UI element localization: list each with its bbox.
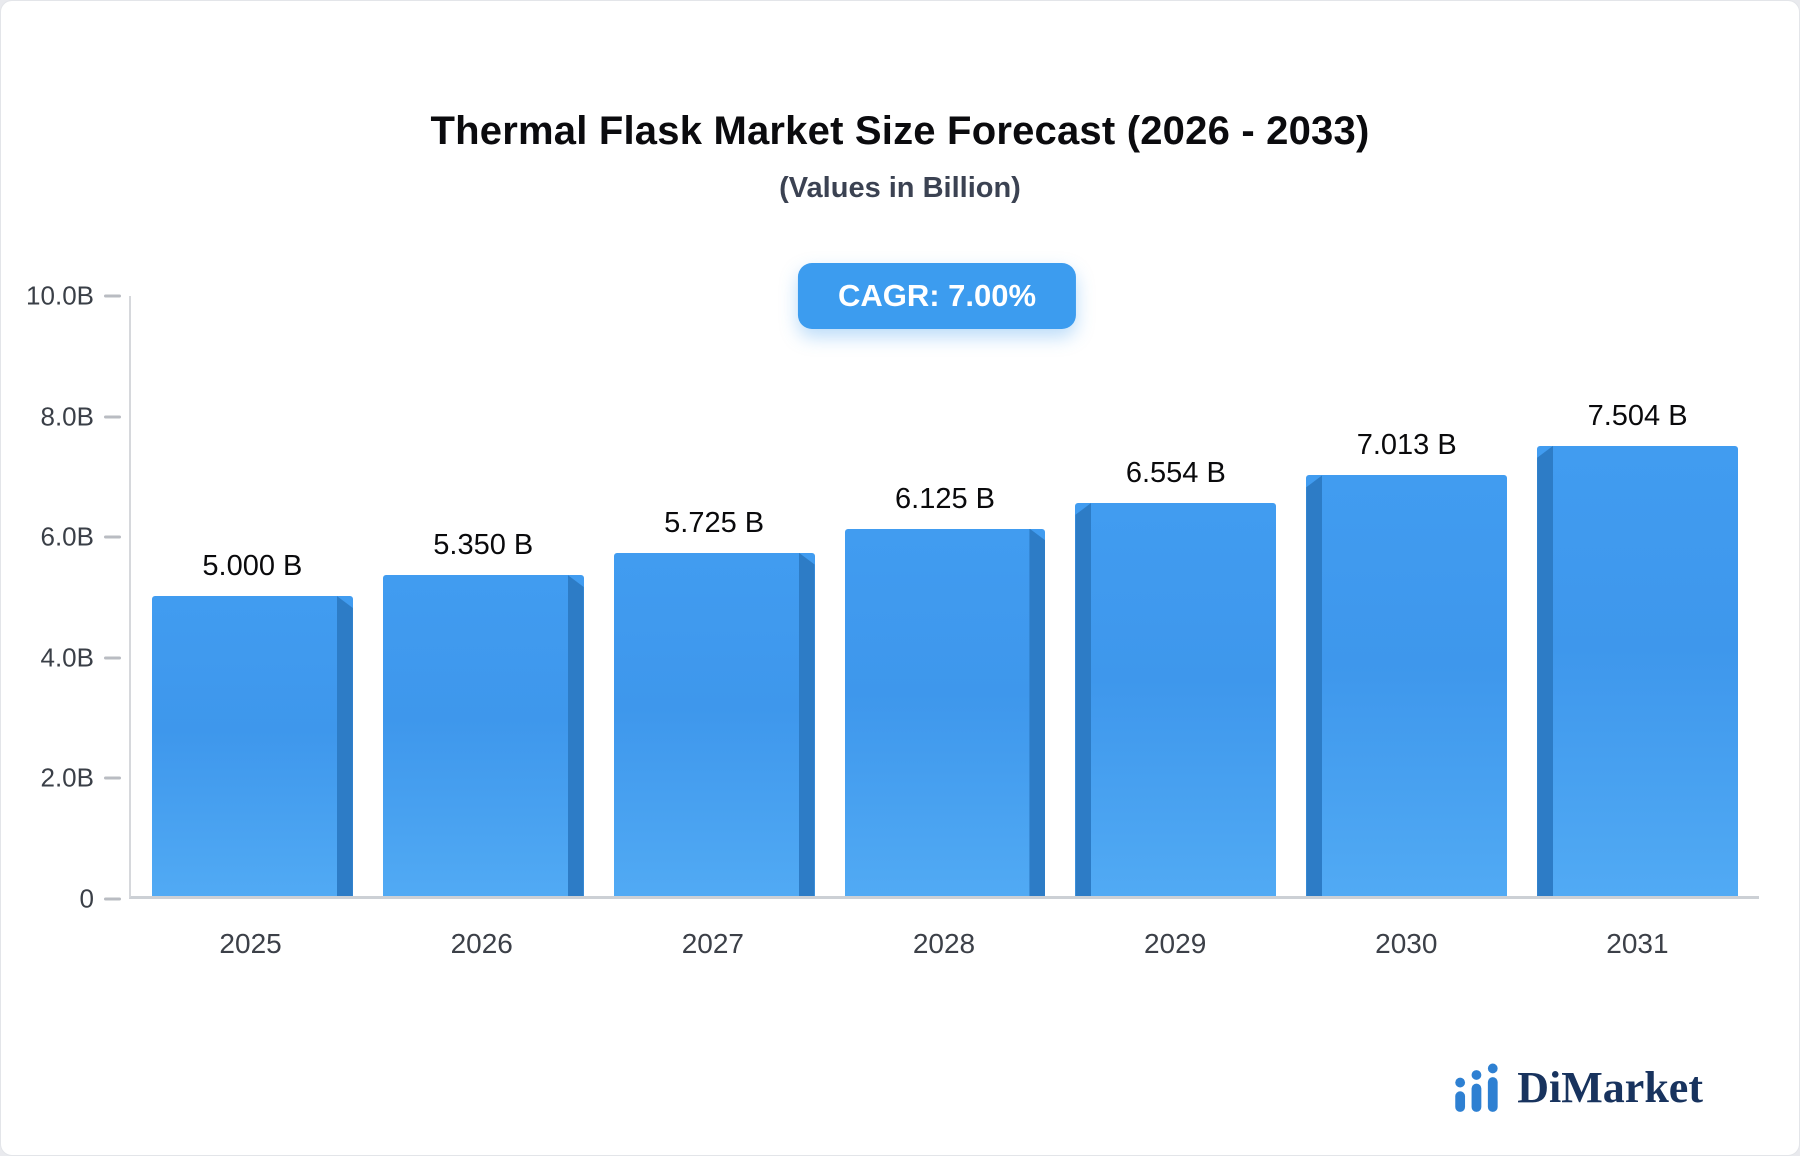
y-axis-tick-mark bbox=[104, 294, 121, 298]
y-axis-tick-label: 8.0B bbox=[40, 401, 95, 432]
x-axis-label: 2030 bbox=[1375, 928, 1438, 959]
y-axis: 10.0B 8.0B 6.0B 4.0B 2.0B 0 bbox=[26, 281, 123, 914]
bar-value-label: 5.350 B bbox=[433, 529, 534, 561]
x-axis-label: 2026 bbox=[450, 928, 513, 959]
y-axis-tick: 10.0B bbox=[26, 281, 121, 312]
bar-side-face bbox=[567, 575, 584, 896]
bar-column: 6.125 B bbox=[830, 296, 1061, 896]
y-axis-tick: 8.0B bbox=[40, 401, 121, 432]
bar-2030: 7.013 B bbox=[1306, 429, 1508, 896]
bar-side-face bbox=[1306, 475, 1323, 896]
bar-2029: 6.554 B bbox=[1075, 457, 1277, 896]
chart-subtitle: (Values in Billion) bbox=[779, 172, 1021, 204]
x-axis-label: 2031 bbox=[1606, 928, 1669, 959]
bar-2025: 5.000 B bbox=[152, 550, 353, 896]
x-axis-label: 2025 bbox=[219, 928, 282, 959]
plot-area: 5.000 B 5.350 B 5.725 B 6.125 B 6.554 B 7.013… bbox=[129, 296, 1759, 899]
x-axis-label: 2029 bbox=[1143, 928, 1207, 959]
brand-name: DiMarket bbox=[1517, 1063, 1703, 1112]
bar-side-face bbox=[1537, 445, 1554, 896]
brand-logo: DiMarket bbox=[1451, 1062, 1703, 1113]
dimarket-logo-icon bbox=[1455, 1063, 1498, 1112]
y-axis-tick-label: 0 bbox=[79, 883, 94, 914]
bar-value-label: 6.554 B bbox=[1125, 456, 1226, 489]
bar-value-label: 6.125 B bbox=[895, 482, 995, 515]
cagr-badge: CAGR: 7.00% bbox=[797, 263, 1077, 329]
y-axis-tick: 6.0B bbox=[40, 521, 121, 553]
y-axis-tick-mark bbox=[104, 897, 121, 901]
bar-value-label: 7.504 B bbox=[1587, 399, 1688, 432]
bar-2026: 5.350 B bbox=[382, 529, 584, 896]
bar-column: 5.000 B bbox=[137, 296, 368, 896]
bar-value-label: 5.000 B bbox=[202, 550, 303, 582]
y-axis-tick: 0 bbox=[80, 884, 121, 915]
y-axis-tick-label: 6.0B bbox=[40, 521, 95, 552]
bar-2031: 7.504 B bbox=[1537, 400, 1738, 896]
bar-side-face bbox=[1029, 528, 1046, 896]
bar-2028: 6.125 B bbox=[844, 483, 1046, 896]
x-axis: 2025 2026 2027 2028 2029 2030 2031 bbox=[129, 902, 1759, 960]
bar-value-label: 5.725 B bbox=[664, 506, 765, 539]
y-axis-tick-mark bbox=[104, 656, 121, 660]
x-axis-label: 2028 bbox=[912, 928, 976, 959]
bar-chart: 10.0B 8.0B 6.0B 4.0B 2.0B 0 5.000 B 5.350 B 5.7… bbox=[26, 281, 1759, 1016]
bar-column: 6.554 B bbox=[1060, 296, 1291, 896]
x-axis-label: 2027 bbox=[681, 928, 744, 959]
y-axis-tick-mark bbox=[104, 776, 121, 780]
bar-column: 7.013 B bbox=[1291, 296, 1522, 896]
bar-side-face bbox=[336, 596, 353, 896]
y-axis-tick-mark bbox=[104, 535, 121, 539]
bar-2027: 5.725 B bbox=[613, 507, 815, 896]
y-axis-tick-mark bbox=[104, 415, 121, 419]
chart-title: Thermal Flask Market Size Forecast (2026… bbox=[430, 109, 1370, 153]
bar-column: 5.725 B bbox=[599, 296, 830, 896]
y-axis-tick-label: 10.0B bbox=[26, 280, 94, 311]
y-axis-tick: 2.0B bbox=[40, 762, 121, 794]
y-axis-tick-label: 4.0B bbox=[40, 642, 95, 673]
bar-side-face bbox=[1075, 502, 1092, 896]
y-axis-tick: 4.0B bbox=[40, 642, 121, 673]
bar-side-face bbox=[798, 552, 815, 896]
bar-column: 7.504 B bbox=[1522, 296, 1753, 896]
bar-column: 5.350 B bbox=[368, 296, 599, 896]
bar-value-label: 7.013 B bbox=[1356, 429, 1457, 462]
y-axis-tick-label: 2.0B bbox=[40, 762, 95, 793]
